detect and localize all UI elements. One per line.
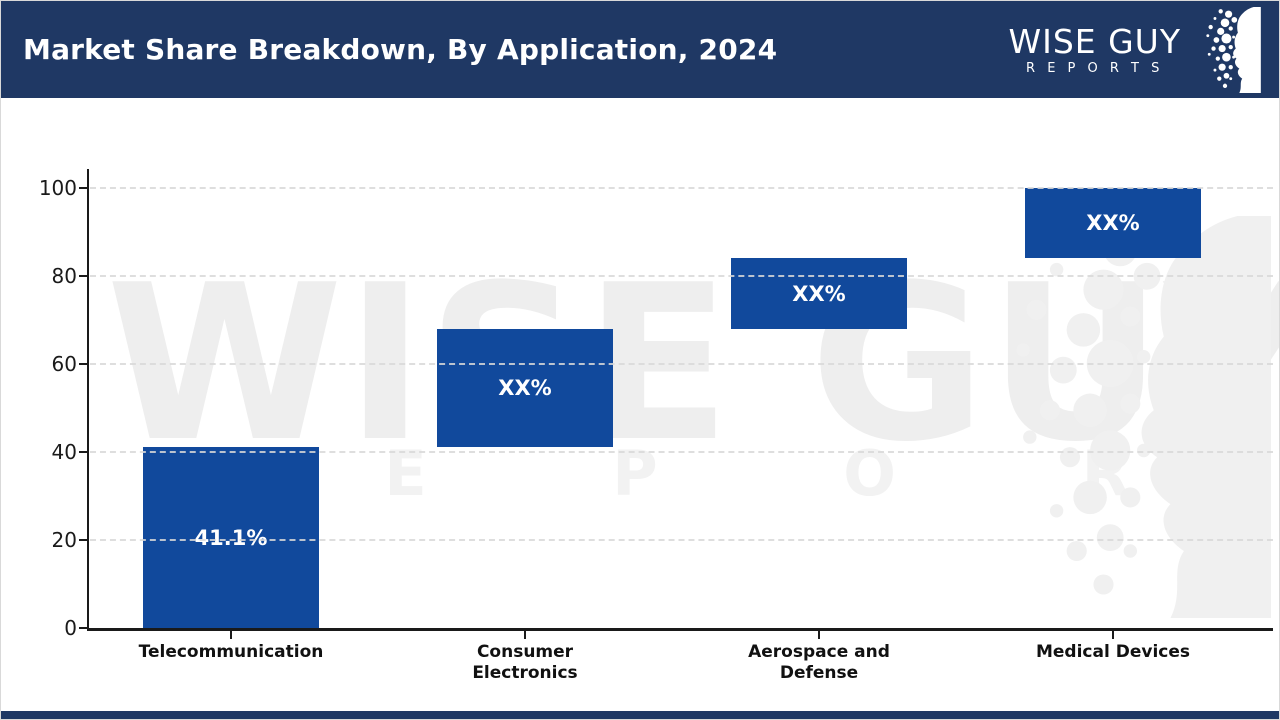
y-axis-line [87,169,89,630]
y-tick-label: 0 [64,616,77,640]
bar: XX% [437,328,613,448]
y-tick-label: 80 [51,264,77,288]
bar: XX% [731,258,907,329]
bar-value-label: XX% [792,281,846,306]
y-tick-label: 100 [38,176,77,200]
page-title: Market Share Breakdown, By Application, … [23,33,778,66]
bar: 41.1% [143,447,319,628]
gridline [90,539,1273,541]
brand-subtitle: R E P O R T S [1026,60,1164,76]
gridline [90,275,1273,277]
x-axis-category-label: Medical Devices [1035,642,1190,662]
x-tick-mark [524,631,526,639]
y-tick-mark [79,187,88,189]
y-tick-label: 40 [51,440,77,464]
y-tick-label: 60 [51,352,77,376]
footer-bar [1,711,1279,719]
y-tick-mark [79,627,88,629]
y-tick-mark [79,363,88,365]
brand-logo: WISE GUY R E P O R T S [1008,6,1265,93]
y-tick-mark [79,539,88,541]
y-tick-mark [79,451,88,453]
y-tick-mark [79,275,88,277]
x-axis-line [87,628,1273,631]
x-tick-mark [230,631,232,639]
y-tick-label: 20 [51,528,77,552]
bar-value-label: 41.1% [194,525,268,550]
x-axis-category-label: Aerospace and Defense [748,642,890,683]
bar-value-label: XX% [498,375,552,400]
bar: XX% [1025,188,1201,259]
header-bar: Market Share Breakdown, By Application, … [1,1,1279,98]
gridline [90,187,1273,189]
bar-value-label: XX% [1086,211,1140,236]
x-axis-category-label: Consumer Electronics [472,642,578,683]
x-axis-category-label: Telecommunication [138,642,324,662]
brand-text: WISE GUY R E P O R T S [1008,25,1181,75]
gridline [90,451,1273,453]
brand-name: WISE GUY [1008,21,1181,61]
wiseguy-face-icon [1206,6,1261,93]
gridline [90,363,1273,365]
x-tick-mark [818,631,820,639]
x-tick-mark [1112,631,1114,639]
